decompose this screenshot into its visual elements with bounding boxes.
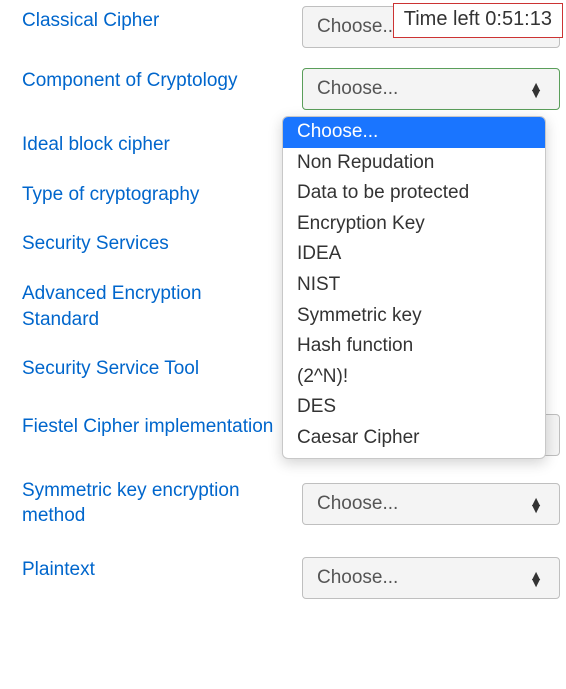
label-sym-method: Symmetric key encryption method	[22, 456, 282, 531]
timer-box: Time left 0:51:13	[393, 3, 563, 38]
dropdown-option[interactable]: NIST	[283, 270, 545, 301]
dropdown-option[interactable]: IDEA	[283, 239, 545, 270]
select-plaintext[interactable]: Choose... ▲▼	[302, 557, 560, 599]
label-sst: Security Service Tool	[22, 334, 282, 384]
label-plaintext: Plaintext	[22, 531, 282, 599]
select-component-cryptology[interactable]: Choose... ▲▼	[302, 68, 560, 110]
label-security-services: Security Services	[22, 209, 282, 259]
dropdown-option[interactable]: Hash function	[283, 331, 545, 362]
chevron-updown-icon: ▲▼	[529, 571, 543, 585]
select-sym-method[interactable]: Choose... ▲▼	[302, 483, 560, 525]
dropdown-option[interactable]: Caesar Cipher	[283, 423, 545, 454]
label-component-cryptology: Component of Cryptology	[22, 54, 282, 110]
chevron-updown-icon: ▲▼	[529, 82, 543, 96]
dropdown-option[interactable]: Data to be protected	[283, 178, 545, 209]
select-value: Choose...	[317, 78, 398, 100]
select-plaintext-cell: Choose... ▲▼	[302, 531, 566, 599]
select-value: Choose...	[317, 16, 398, 38]
dropdown-listbox[interactable]: Choose...Non RepudationData to be protec…	[282, 116, 546, 459]
label-ideal-block: Ideal block cipher	[22, 110, 282, 160]
select-component-cryptology-cell: Choose... ▲▼	[302, 54, 566, 110]
dropdown-option[interactable]: (2^N)!	[283, 362, 545, 393]
chevron-updown-icon: ▲▼	[529, 497, 543, 511]
select-sym-method-cell: Choose... ▲▼	[302, 456, 566, 531]
timer-text: Time left 0:51:13	[404, 8, 552, 30]
dropdown-option[interactable]: Symmetric key	[283, 301, 545, 332]
dropdown-option[interactable]: Choose...	[283, 117, 545, 148]
select-value: Choose...	[317, 493, 398, 515]
label-type-crypto: Type of cryptography	[22, 160, 282, 210]
dropdown-option[interactable]: Encryption Key	[283, 209, 545, 240]
label-aes: Advanced Encryption Standard	[22, 259, 282, 334]
label-fiestel: Fiestel Cipher implementation	[22, 384, 282, 456]
dropdown-option[interactable]: Non Repudation	[283, 148, 545, 179]
dropdown-option[interactable]: DES	[283, 392, 545, 423]
select-value: Choose...	[317, 567, 398, 589]
label-classical-cipher: Classical Cipher	[22, 6, 282, 48]
